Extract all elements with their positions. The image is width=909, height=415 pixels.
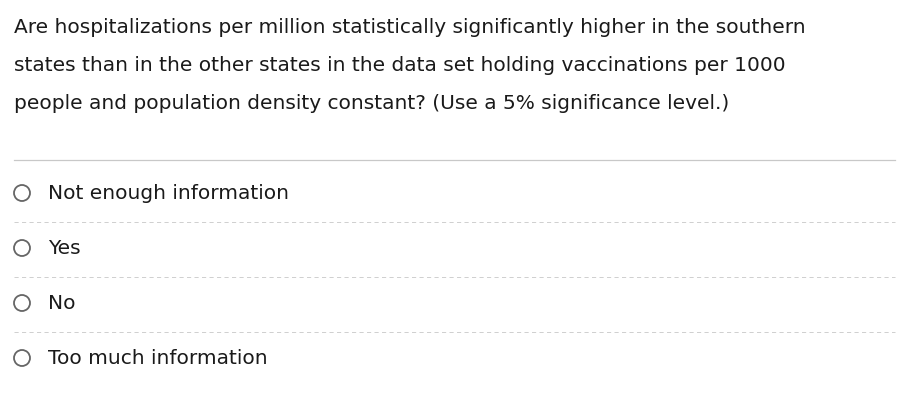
Text: Too much information: Too much information	[48, 349, 267, 368]
Text: Not enough information: Not enough information	[48, 183, 289, 203]
Text: states than in the other states in the data set holding vaccinations per 1000: states than in the other states in the d…	[14, 56, 785, 75]
Text: people and population density constant? (Use a 5% significance level.): people and population density constant? …	[14, 94, 729, 113]
Text: No: No	[48, 293, 75, 312]
Text: Yes: Yes	[48, 239, 81, 257]
Text: Are hospitalizations per million statistically significantly higher in the south: Are hospitalizations per million statist…	[14, 18, 805, 37]
